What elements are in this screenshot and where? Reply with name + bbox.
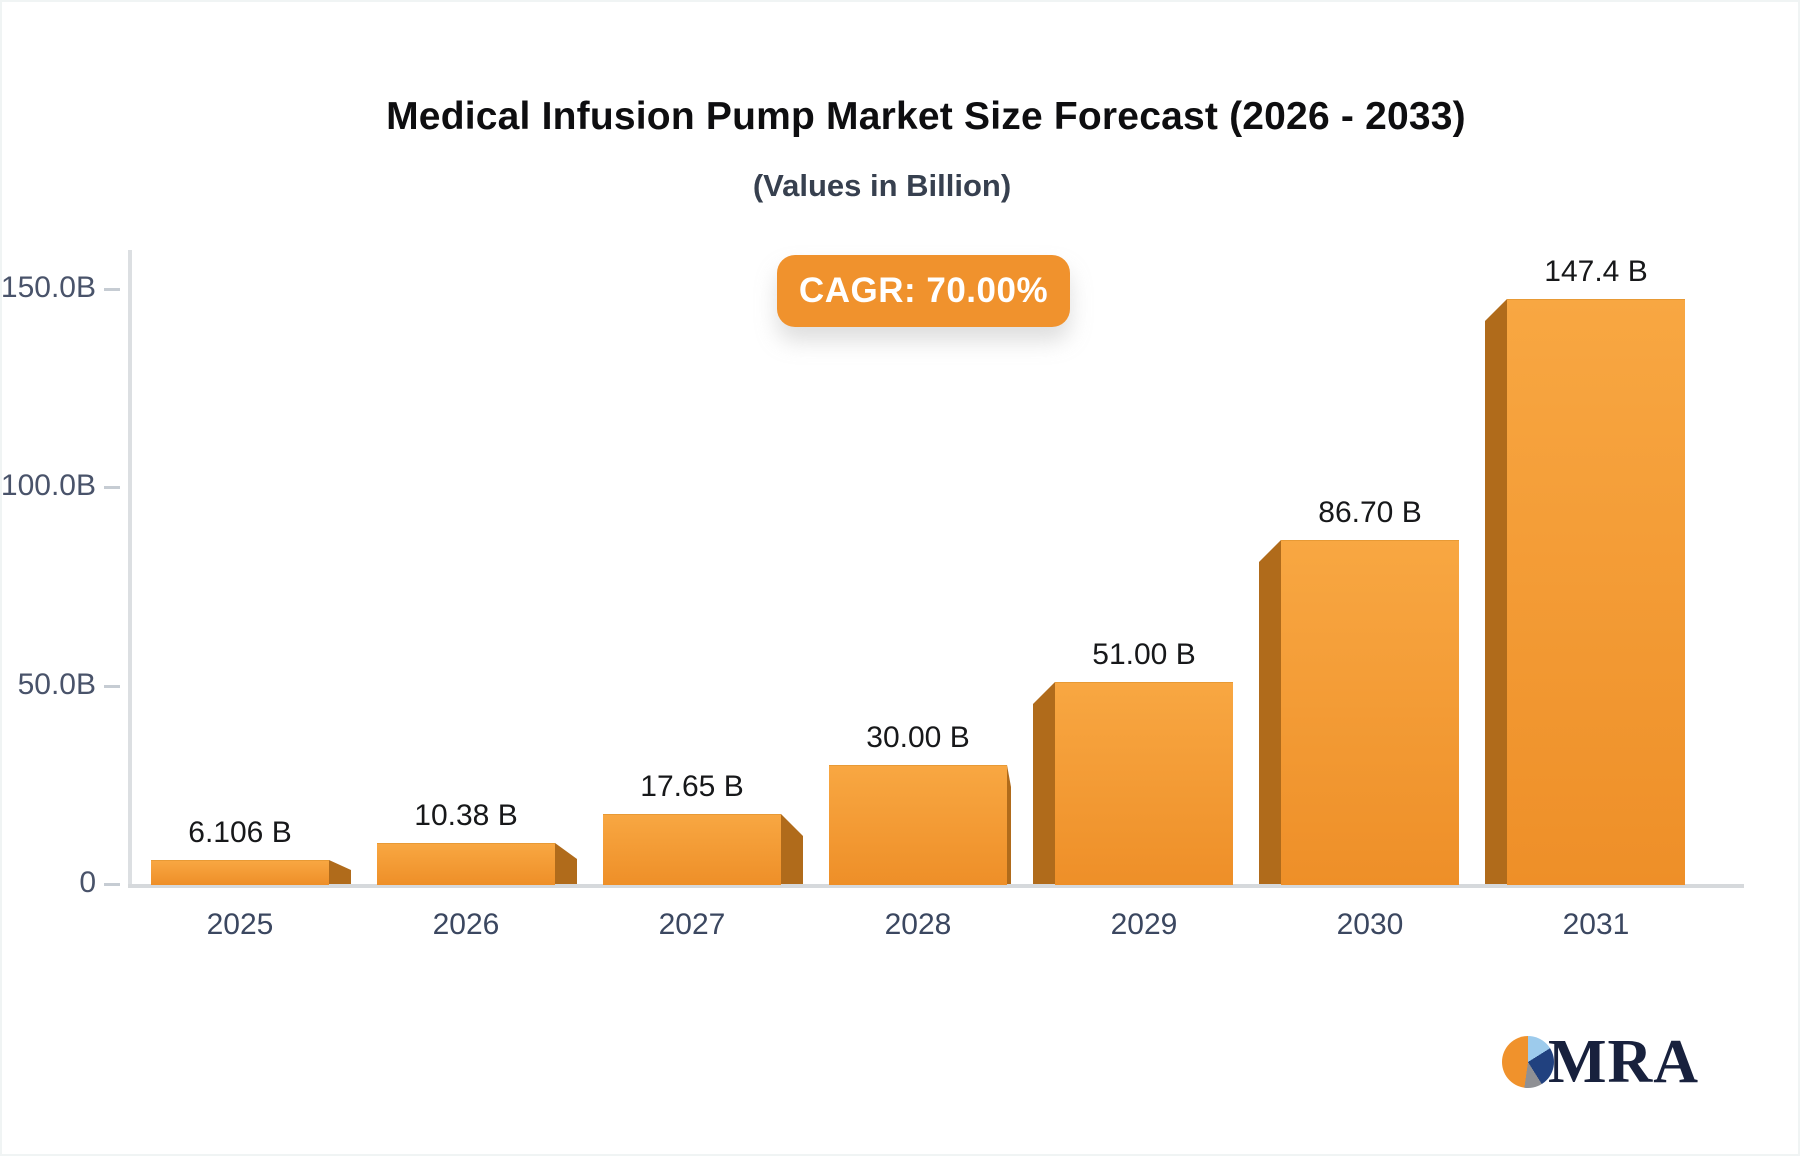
bar-side-face-2027 (781, 814, 803, 884)
y-tick-mark (104, 486, 120, 490)
cagr-badge: CAGR: 70.00% (777, 255, 1070, 327)
bar-side-face-2029 (1033, 682, 1055, 884)
chart-title: Medical Infusion Pump Market Size Foreca… (386, 95, 1466, 138)
x-tick-label-2027: 2027 (658, 908, 726, 941)
x-axis-line (128, 884, 1744, 888)
bar-2025 (151, 860, 329, 885)
bar-2026 (377, 843, 555, 885)
y-tick-label: 100.0B (0, 469, 96, 503)
chart-subtitle: (Values in Billion) (752, 168, 1012, 203)
x-tick-label-2031: 2031 (1562, 908, 1630, 941)
x-tick-label-2025: 2025 (206, 908, 274, 941)
bar-value-label: 10.38 B (414, 799, 518, 832)
bar-value-label: 147.4 B (1544, 255, 1648, 288)
bar-side-face-2031 (1485, 299, 1507, 884)
x-tick-label-2026: 2026 (432, 908, 500, 941)
x-tick-label-2028: 2028 (884, 908, 952, 941)
y-axis-line (128, 250, 132, 888)
bar-value-label: 86.70 B (1318, 496, 1422, 529)
bar-side-face-2028 (1007, 765, 1011, 884)
bar-side-face-2030 (1259, 540, 1281, 884)
y-tick-mark (104, 883, 120, 886)
bar-2028 (829, 765, 1007, 885)
x-tick-label-2029: 2029 (1110, 908, 1178, 941)
bar-side-face-2026 (555, 843, 577, 884)
brand-logo: MRA (1502, 1028, 1700, 1096)
cagr-badge-label: CAGR: 70.00% (798, 271, 1049, 310)
y-tick-mark (104, 684, 120, 688)
bar-2027 (603, 814, 781, 885)
bar-2030 (1281, 540, 1459, 885)
pie-chart-logo-icon (1502, 1036, 1554, 1088)
bar-value-label: 17.65 B (640, 770, 744, 803)
y-tick-mark (104, 288, 120, 291)
logo-text: MRA (1548, 1028, 1700, 1096)
bar-2029 (1055, 682, 1233, 885)
y-tick-label: 0 (79, 866, 96, 899)
bar-value-label: 51.00 B (1092, 638, 1196, 671)
x-tick-label-2030: 2030 (1336, 908, 1404, 941)
bar-2031 (1507, 299, 1685, 885)
bar-value-label: 30.00 B (866, 721, 970, 754)
y-tick-label: 150.0B (0, 271, 96, 304)
y-tick-label: 50.0B (17, 667, 96, 701)
bar-value-label: 6.106 B (188, 816, 292, 849)
bar-side-face-2025 (329, 860, 351, 884)
